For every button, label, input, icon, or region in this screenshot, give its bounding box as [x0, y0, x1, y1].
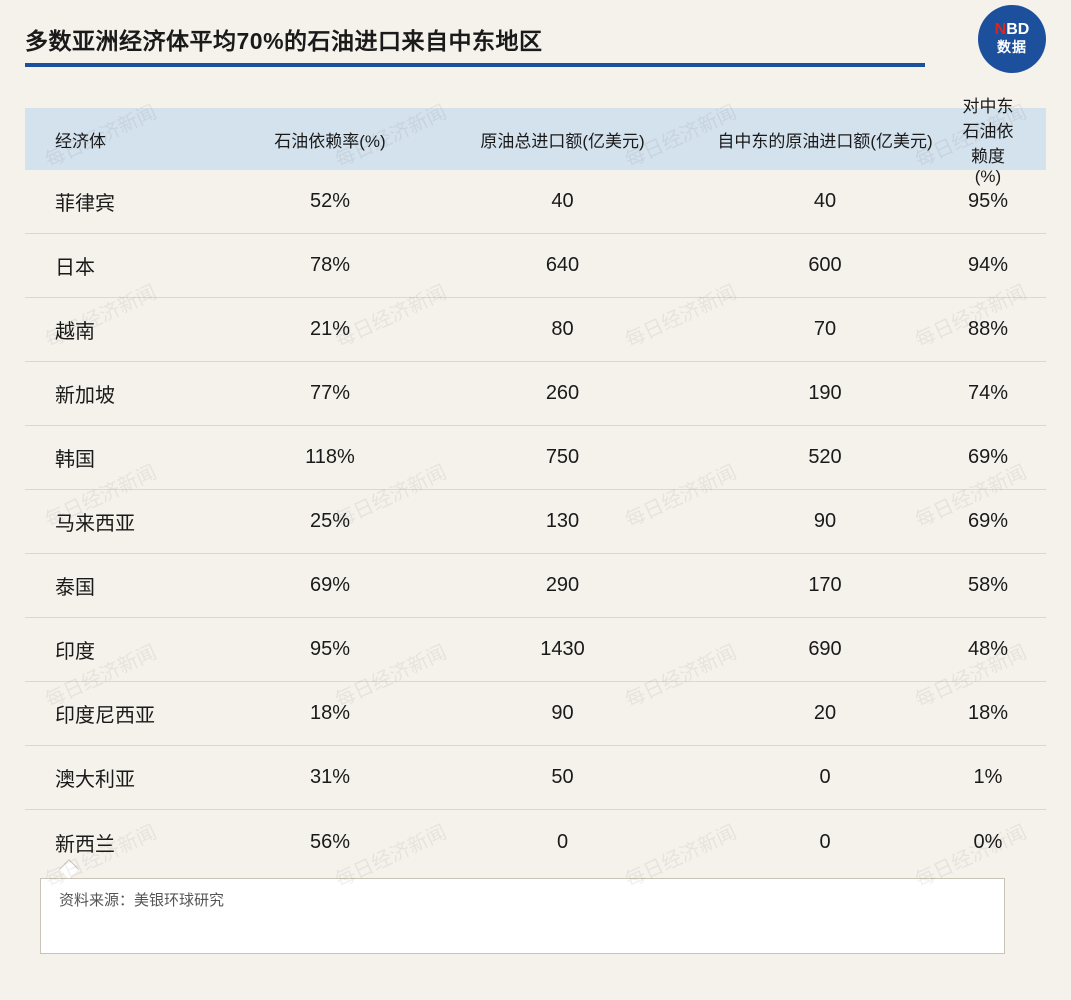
cell-dependency-rate: 78% — [225, 254, 435, 277]
cell-me-import: 170 — [690, 574, 960, 597]
footer-source-text: 资料来源：美银环球研究 — [59, 889, 224, 910]
cell-me-import: 0 — [690, 766, 960, 789]
data-table: 经济体 石油依赖率(%) 原油总进口额(亿美元) 自中东的原油进口额(亿美元) … — [25, 108, 1046, 874]
cell-me-dependency: 18% — [960, 702, 1046, 725]
cell-me-dependency: 48% — [960, 638, 1046, 661]
cell-dependency-rate: 118% — [225, 446, 435, 469]
table-row[interactable]: 印度 95% 1430 690 48% — [25, 618, 1046, 682]
cell-me-dependency: 69% — [960, 510, 1046, 533]
cell-me-import: 690 — [690, 638, 960, 661]
cell-dependency-rate: 52% — [225, 190, 435, 213]
cell-me-dependency: 88% — [960, 318, 1046, 341]
cell-dependency-rate: 25% — [225, 510, 435, 533]
table-row[interactable]: 澳大利亚 31% 50 0 1% — [25, 746, 1046, 810]
cell-me-dependency: 95% — [960, 190, 1046, 213]
cell-country: 日本 — [25, 251, 225, 280]
table-body: 菲律宾 52% 40 40 95% 日本 78% 640 600 94% 越南 … — [25, 170, 1046, 874]
cell-me-dependency: 74% — [960, 382, 1046, 405]
table-row[interactable]: 马来西亚 25% 130 90 69% — [25, 490, 1046, 554]
cell-dependency-rate: 21% — [225, 318, 435, 341]
table-row[interactable]: 泰国 69% 290 170 58% — [25, 554, 1046, 618]
table-row[interactable]: 日本 78% 640 600 94% — [25, 234, 1046, 298]
cell-country: 菲律宾 — [25, 187, 225, 216]
cell-me-dependency: 0% — [960, 831, 1046, 854]
cell-country: 澳大利亚 — [25, 763, 225, 792]
cell-dependency-rate: 69% — [225, 574, 435, 597]
cell-dependency-rate: 31% — [225, 766, 435, 789]
cell-dependency-rate: 77% — [225, 382, 435, 405]
table-header-dependency-rate: 石油依赖率(%) — [225, 127, 435, 152]
title-accent-line — [25, 63, 925, 67]
logo-bd-letters: BD — [1006, 21, 1029, 38]
cell-me-import: 40 — [690, 190, 960, 213]
cell-total-import: 290 — [435, 574, 690, 597]
table-row[interactable]: 菲律宾 52% 40 40 95% — [25, 170, 1046, 234]
cell-country: 印度 — [25, 635, 225, 664]
cell-me-dependency: 69% — [960, 446, 1046, 469]
cell-total-import: 640 — [435, 254, 690, 277]
table-header-row: 经济体 石油依赖率(%) 原油总进口额(亿美元) 自中东的原油进口额(亿美元) … — [25, 108, 1046, 170]
logo-subtext: 数据 — [997, 38, 1027, 56]
table-header-me-import: 自中东的原油进口额(亿美元) — [690, 127, 960, 152]
table-row[interactable]: 韩国 118% 750 520 69% — [25, 426, 1046, 490]
cell-country: 新加坡 — [25, 379, 225, 408]
report-header: 多数亚洲经济体平均70%的石油进口来自中东地区 NBD 数据 — [25, 20, 1046, 58]
cell-me-dependency: 58% — [960, 574, 1046, 597]
cell-total-import: 80 — [435, 318, 690, 341]
nbd-logo: NBD 数据 — [978, 5, 1046, 73]
cell-country: 印度尼西亚 — [25, 699, 225, 728]
table-header-country: 经济体 — [25, 127, 225, 152]
cell-total-import: 750 — [435, 446, 690, 469]
logo-n-letter: N — [995, 21, 1007, 38]
cell-total-import: 1430 — [435, 638, 690, 661]
cell-total-import: 90 — [435, 702, 690, 725]
cell-me-import: 190 — [690, 382, 960, 405]
cell-total-import: 260 — [435, 382, 690, 405]
cell-country: 泰国 — [25, 571, 225, 600]
cell-dependency-rate: 18% — [225, 702, 435, 725]
cell-me-import: 90 — [690, 510, 960, 533]
footer-source-box: 资料来源：美银环球研究 — [40, 878, 1005, 954]
table-header-me-dependency: 对中东石油依赖度(%) — [960, 92, 1046, 187]
page-title: 多数亚洲经济体平均70%的石油进口来自中东地区 — [25, 22, 543, 56]
table-row[interactable]: 新加坡 77% 260 190 74% — [25, 362, 1046, 426]
table-row[interactable]: 新西兰 56% 0 0 0% — [25, 810, 1046, 874]
cell-country: 韩国 — [25, 443, 225, 472]
cell-me-import: 0 — [690, 831, 960, 854]
cell-total-import: 0 — [435, 831, 690, 854]
table-row[interactable]: 印度尼西亚 18% 90 20 18% — [25, 682, 1046, 746]
cell-total-import: 50 — [435, 766, 690, 789]
cell-me-import: 20 — [690, 702, 960, 725]
cell-me-import: 600 — [690, 254, 960, 277]
cell-country: 新西兰 — [25, 828, 225, 857]
cell-country: 马来西亚 — [25, 507, 225, 536]
cell-dependency-rate: 56% — [225, 831, 435, 854]
cell-country: 越南 — [25, 315, 225, 344]
cell-me-import: 520 — [690, 446, 960, 469]
report-page: 每日经济新闻 每日经济新闻 每日经济新闻 每日经济新闻 每日经济新闻 每日经济新… — [0, 0, 1071, 1000]
cell-dependency-rate: 95% — [225, 638, 435, 661]
cell-me-import: 70 — [690, 318, 960, 341]
cell-total-import: 40 — [435, 190, 690, 213]
cell-total-import: 130 — [435, 510, 690, 533]
cell-me-dependency: 94% — [960, 254, 1046, 277]
table-row[interactable]: 越南 21% 80 70 88% — [25, 298, 1046, 362]
cell-me-dependency: 1% — [960, 766, 1046, 789]
table-header-total-import: 原油总进口额(亿美元) — [435, 127, 690, 152]
